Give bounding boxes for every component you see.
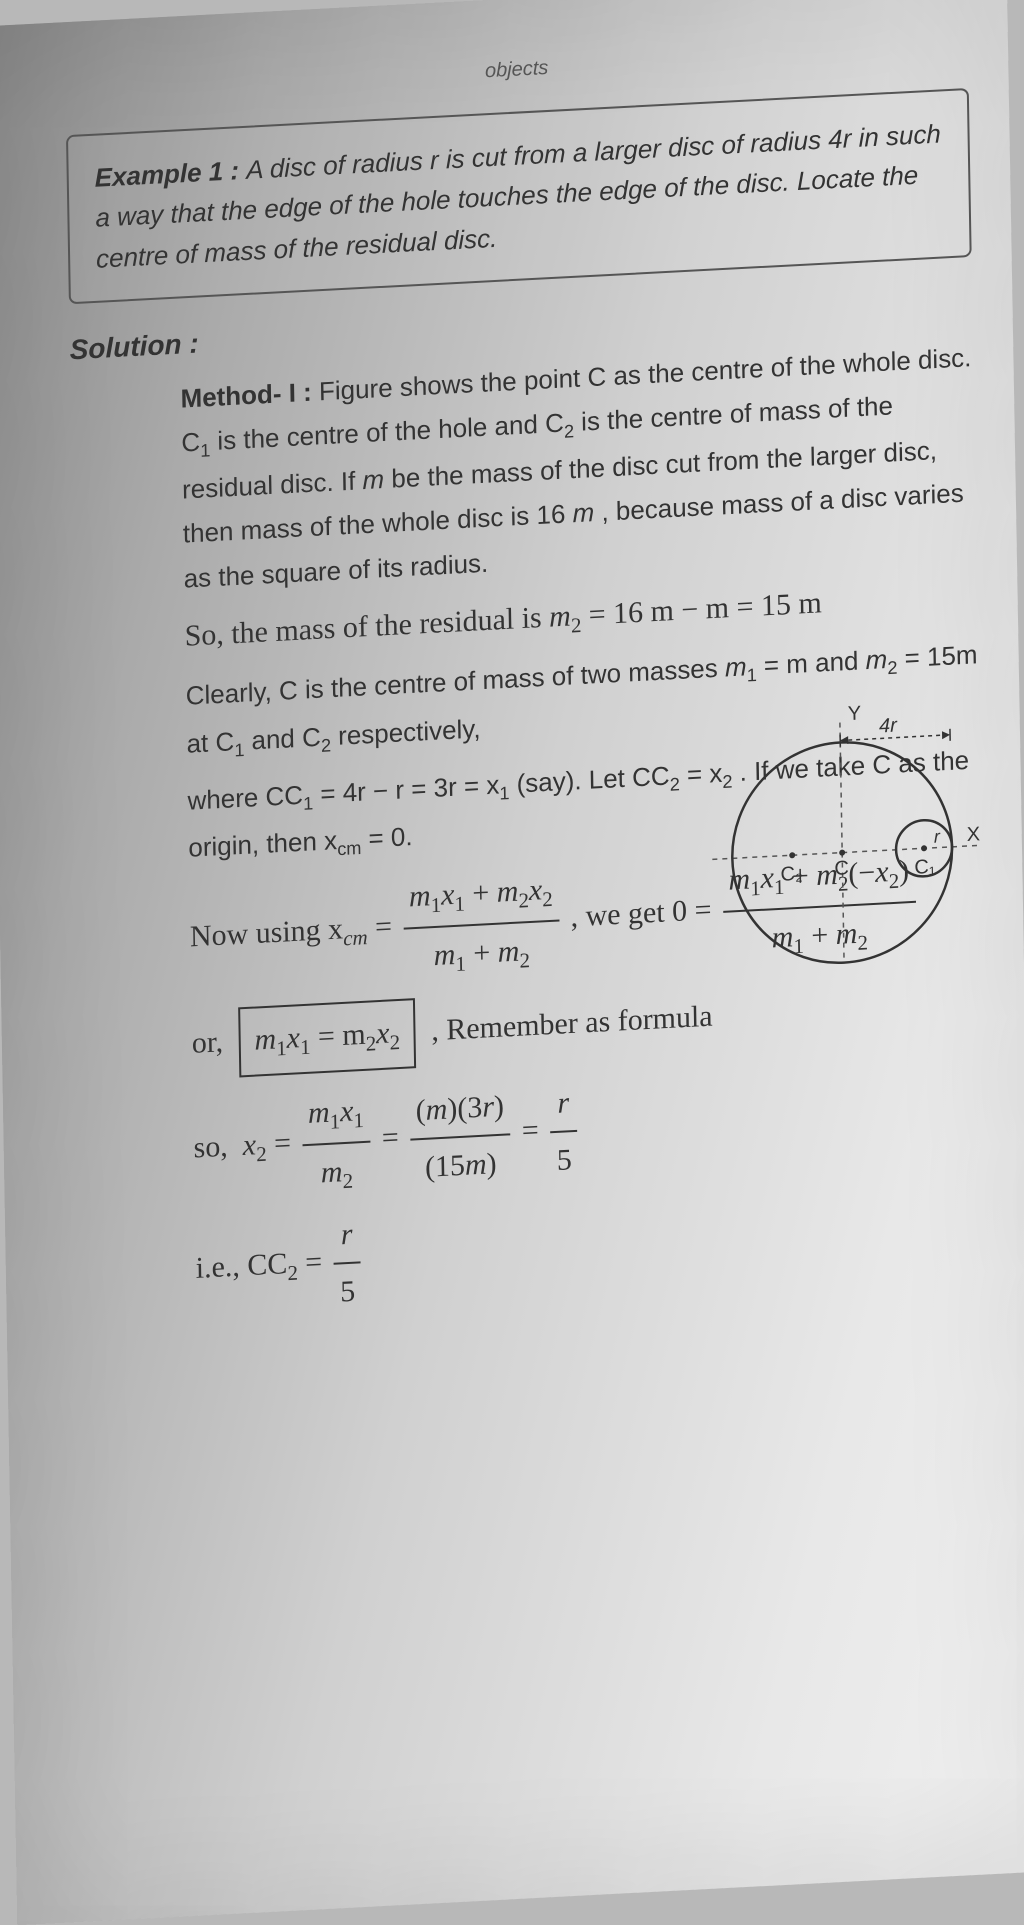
label-c: C [834, 857, 849, 880]
now-using: Now using x [190, 912, 344, 953]
clearly-1a: Clearly, C is the centre of mass of two … [185, 653, 725, 711]
frac-5: r 5 [549, 1077, 578, 1186]
so-mass-m2: m [549, 599, 571, 633]
method-label: Method- I : [180, 377, 312, 414]
clearly-1b: = m and [764, 646, 866, 681]
disc-diagram: 4r Y X r C C₁ C₂ [700, 695, 985, 990]
so-mass-eq: = 16 m − m = 15 m [588, 586, 822, 631]
frac-1: m1x1 + m2x2 m1 + m2 [402, 863, 560, 985]
example-label: Example 1 : [94, 155, 239, 193]
frac-6: r 5 [333, 1209, 362, 1318]
label-c2: C₂ [780, 863, 803, 886]
clearly-2c: (say). Let CC [516, 760, 669, 798]
page: objects Example 1 : A disc of radius r i… [0, 0, 1024, 1925]
label-x: X [967, 823, 981, 846]
or-label: or, [192, 1026, 224, 1061]
so-mass-prefix: So, the mass of the residual is [184, 600, 549, 652]
we-get: , we get 0 = [570, 893, 719, 934]
example-text: A disc of radius r is cut from a larger … [95, 118, 941, 273]
label-r: r [934, 826, 941, 846]
so-label: so, [193, 1130, 228, 1165]
cm-sub: cm [343, 925, 368, 950]
remember: , Remember as formula [431, 1000, 713, 1048]
boxed-formula: m1x1 = m2x2 [238, 998, 417, 1077]
frac-4: (m)(3r) (15m) [409, 1080, 511, 1193]
clearly-2f: = 0. [368, 821, 413, 853]
frac-3: m1x1 m2 [301, 1085, 371, 1202]
method-paragraph: Method- I : Figure shows the point C as … [180, 335, 977, 601]
clearly-1d: and C [251, 721, 321, 755]
label-c1: C₁ [914, 856, 936, 879]
label-y: Y [848, 702, 862, 725]
ie-label: i.e., [195, 1250, 240, 1285]
example-box: Example 1 : A disc of radius r is cut fr… [66, 88, 972, 304]
clearly-2b: = 4r − r = 3r = x [320, 769, 499, 808]
method-text-2: is the centre of the hole and C [217, 408, 564, 456]
cc2: CC [247, 1247, 288, 1282]
clearly-1e: respectively, [338, 713, 481, 750]
clearly-2a: where CC [187, 779, 303, 815]
label-4r: 4r [879, 714, 898, 737]
